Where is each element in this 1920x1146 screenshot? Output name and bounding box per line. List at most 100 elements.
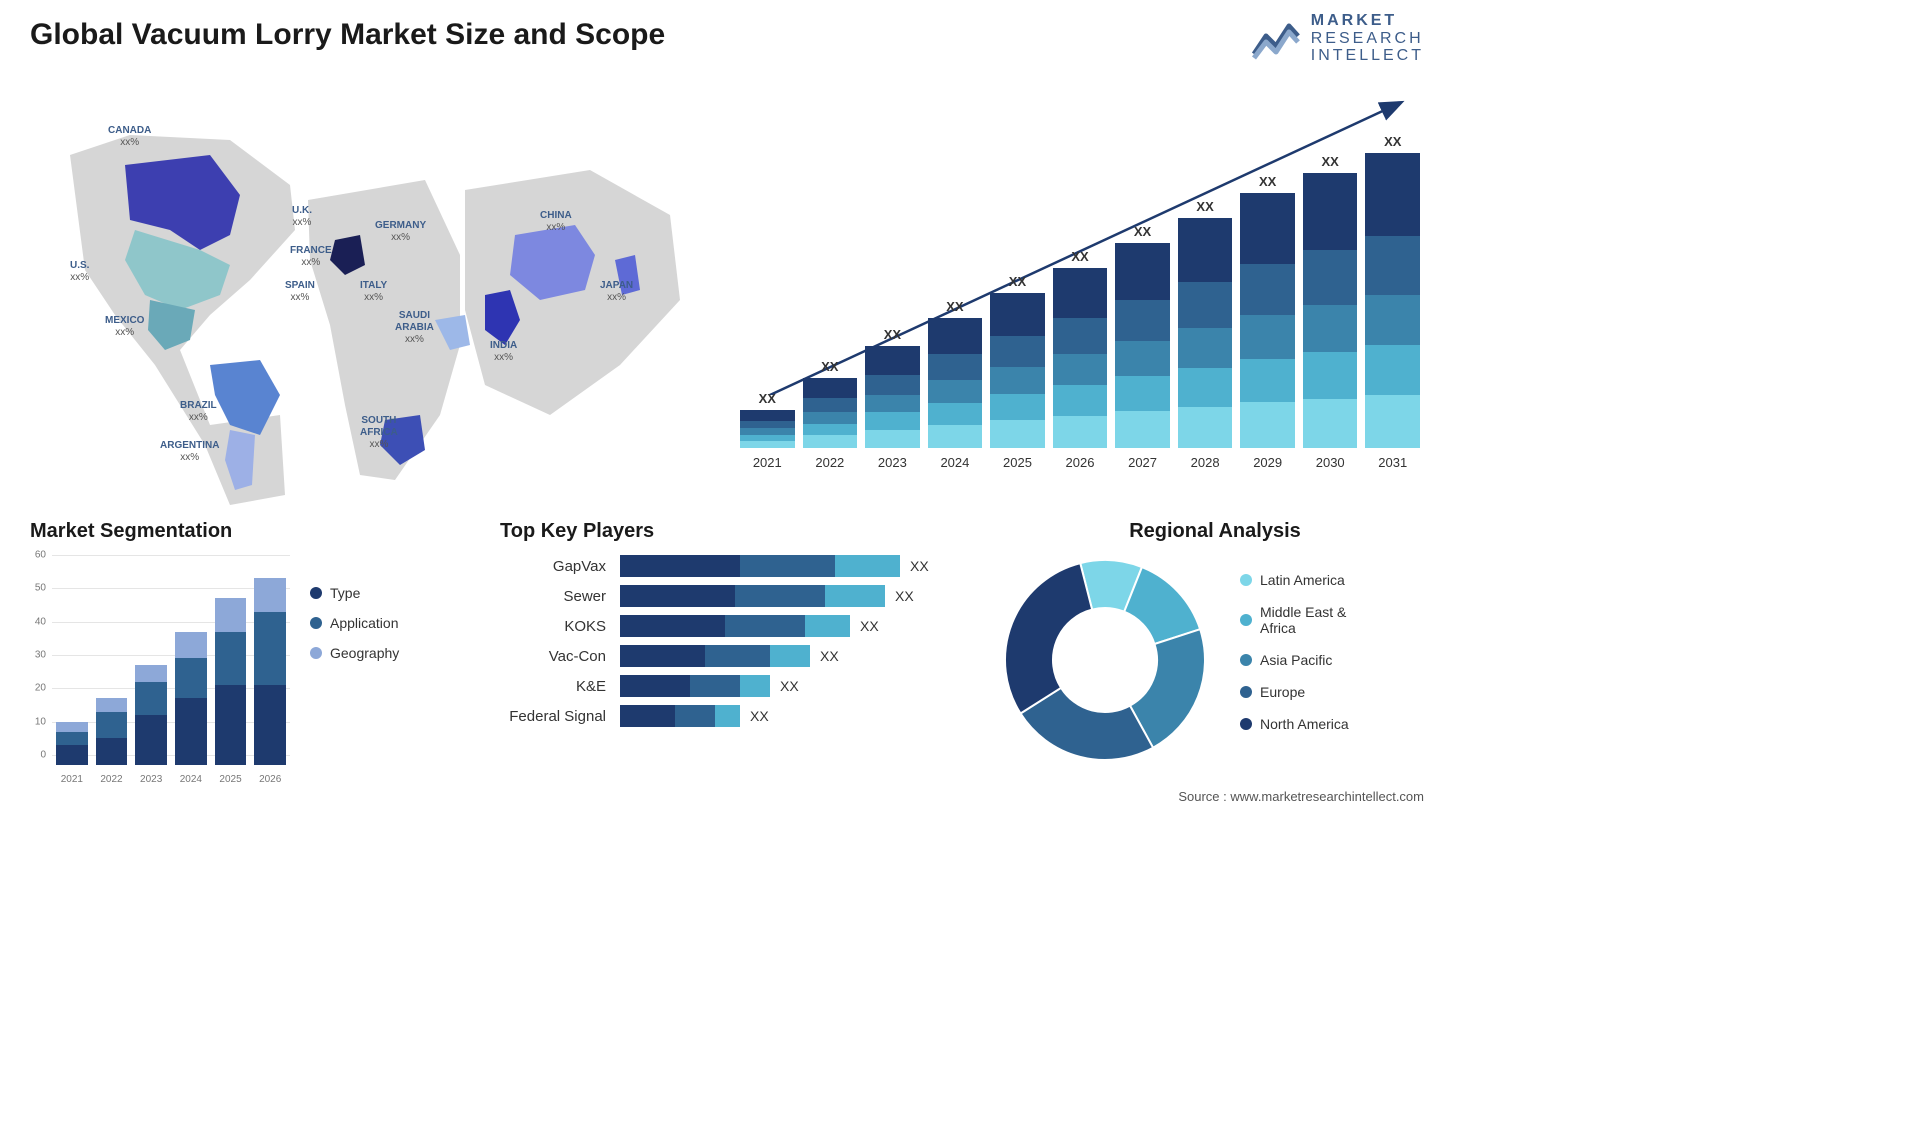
y-axis-tick-label: 40 — [35, 616, 46, 627]
regional-legend: Latin AmericaMiddle East &AfricaAsia Pac… — [1240, 572, 1349, 748]
y-axis-tick-label: 30 — [35, 650, 46, 661]
bar-segment — [835, 555, 900, 577]
bar-segment — [740, 421, 795, 429]
bar-value-label: XX — [1384, 134, 1401, 149]
gridline — [52, 555, 290, 556]
bar-segment — [690, 675, 740, 697]
bar-segment — [1115, 243, 1170, 300]
source-attribution: Source : www.marketresearchintellect.com — [1178, 789, 1424, 804]
player-row: KOKS XX — [500, 615, 970, 637]
bar-segment — [1115, 341, 1170, 376]
map-country-label: BRAZILxx% — [180, 400, 217, 424]
bar-segment — [1365, 345, 1420, 395]
x-axis-year-label: 2026 — [254, 774, 286, 785]
page-title: Global Vacuum Lorry Market Size and Scop… — [30, 18, 665, 52]
x-axis-year-label: 2024 — [928, 455, 983, 470]
x-axis-year-label: 2027 — [1115, 455, 1170, 470]
legend-item: Geography — [310, 645, 399, 661]
bar-segment — [1240, 359, 1295, 402]
map-country-label: ARGENTINAxx% — [160, 440, 219, 464]
bar-segment — [725, 615, 805, 637]
bar-segment — [803, 412, 858, 424]
segmentation-bar-column — [135, 665, 167, 765]
map-country-label: INDIAxx% — [490, 340, 517, 364]
bar-segment — [803, 378, 858, 398]
x-axis-year-label: 2023 — [135, 774, 167, 785]
x-axis-year-label: 2031 — [1365, 455, 1420, 470]
x-axis-year-label: 2028 — [1178, 455, 1233, 470]
bar-segment — [990, 394, 1045, 420]
bar-value-label: XX — [1071, 249, 1088, 264]
bar-segment — [1303, 173, 1358, 250]
regional-title: Regional Analysis — [1000, 520, 1430, 543]
bar-segment — [770, 645, 810, 667]
main-bar-column: XX — [865, 327, 920, 448]
y-axis-tick-label: 0 — [40, 750, 46, 761]
player-row: Vac-ConXX — [500, 645, 970, 667]
bar-segment — [803, 398, 858, 412]
bar-segment — [1303, 250, 1358, 305]
bar-segment — [175, 632, 207, 659]
player-bar — [620, 705, 740, 727]
legend-swatch — [1240, 686, 1252, 698]
map-country-label: JAPANxx% — [600, 280, 633, 304]
bar-value-label: XX — [759, 391, 776, 406]
bar-segment — [928, 425, 983, 448]
bar-segment — [1240, 402, 1295, 448]
bar-segment — [740, 410, 795, 421]
bar-segment — [1178, 282, 1233, 328]
segmentation-bar-chart: 0102030405060 202120222023202420252026 — [30, 555, 290, 785]
bar-segment — [1365, 295, 1420, 345]
logo-mark-icon — [1251, 16, 1301, 60]
bar-segment — [865, 346, 920, 375]
bar-segment — [865, 375, 920, 395]
bar-segment — [620, 675, 690, 697]
legend-item: Type — [310, 585, 399, 601]
bar-segment — [1115, 411, 1170, 448]
player-bar — [620, 585, 885, 607]
legend-label: Type — [330, 585, 360, 601]
player-bar — [620, 615, 850, 637]
bar-segment — [740, 555, 835, 577]
bar-segment — [135, 715, 167, 765]
bar-segment — [620, 585, 735, 607]
bar-segment — [56, 722, 88, 732]
x-axis-year-label: 2030 — [1303, 455, 1358, 470]
player-value-label: XX — [820, 648, 839, 664]
bar-value-label: XX — [821, 359, 838, 374]
main-bar-column: XX — [1240, 174, 1295, 448]
map-country-label: SPAINxx% — [285, 280, 315, 304]
legend-item: Europe — [1240, 684, 1349, 700]
player-name-label: Federal Signal — [500, 708, 620, 725]
bar-segment — [865, 412, 920, 429]
x-axis-year-label: 2023 — [865, 455, 920, 470]
bar-segment — [1178, 218, 1233, 282]
player-bar — [620, 645, 810, 667]
legend-label: Europe — [1260, 684, 1305, 700]
main-bar-column: XX — [803, 359, 858, 448]
regional-section: Regional Analysis Latin AmericaMiddle Ea… — [1000, 520, 1430, 765]
bar-segment — [175, 698, 207, 765]
bar-segment — [990, 336, 1045, 367]
bar-segment — [135, 682, 167, 715]
main-bar-column: XX — [1053, 249, 1108, 448]
player-name-label: KOKS — [500, 618, 620, 635]
legend-label: Application — [330, 615, 399, 631]
bar-segment — [1178, 407, 1233, 448]
bar-segment — [803, 424, 858, 436]
bar-segment — [715, 705, 740, 727]
legend-item: North America — [1240, 716, 1349, 732]
legend-label: Geography — [330, 645, 399, 661]
regional-donut-chart — [1000, 555, 1210, 765]
bar-value-label: XX — [946, 299, 963, 314]
x-axis-year-label: 2024 — [175, 774, 207, 785]
player-row: SewerXX — [500, 585, 970, 607]
brand-logo: MARKET RESEARCH INTELLECT — [1251, 12, 1424, 65]
players-section: Top Key Players GapVaxXXSewerXXKOKSXXVac… — [500, 520, 970, 735]
player-bar — [620, 555, 900, 577]
bar-segment — [928, 354, 983, 380]
player-row: K&EXX — [500, 675, 970, 697]
x-axis-year-label: 2029 — [1240, 455, 1295, 470]
legend-item: Asia Pacific — [1240, 652, 1349, 668]
player-value-label: XX — [860, 618, 879, 634]
